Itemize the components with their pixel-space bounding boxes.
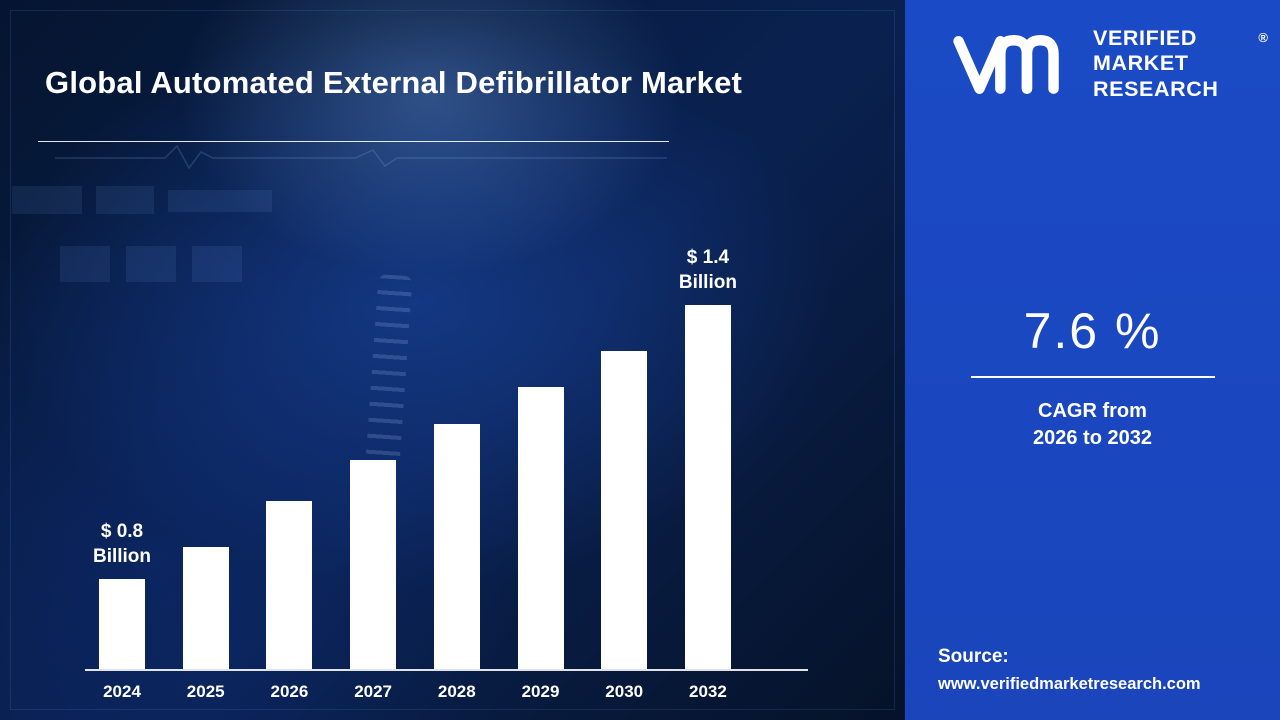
x-axis-label-2030: 2030 bbox=[605, 682, 644, 701]
bar-2032 bbox=[684, 305, 731, 669]
x-axis-label-2026: 2026 bbox=[270, 682, 309, 701]
bar-column-2026 bbox=[266, 501, 313, 669]
cagr-value: 7.6 % bbox=[1023, 303, 1162, 359]
folder-icon bbox=[126, 246, 176, 282]
bar-column-2032: $ 1.4 Billion bbox=[679, 245, 737, 669]
cagr-label-line-1: CAGR from bbox=[1038, 400, 1147, 422]
brand-line-1: VERIFIED bbox=[1093, 26, 1197, 50]
ekg-line-decoration bbox=[55, 144, 667, 170]
title-underline bbox=[38, 141, 669, 142]
bar-2029 bbox=[517, 387, 564, 669]
cagr-label-line-2: 2026 to 2032 bbox=[1033, 427, 1152, 449]
x-axis-label-2027: 2027 bbox=[354, 682, 393, 701]
background-decoration bbox=[96, 186, 154, 214]
folder-icon bbox=[60, 246, 110, 282]
x-axis-label-2032: 2032 bbox=[689, 682, 727, 701]
background-decoration bbox=[168, 190, 272, 212]
background-decoration bbox=[12, 186, 82, 214]
folder-icon bbox=[192, 246, 242, 282]
bar-2030 bbox=[601, 351, 648, 669]
source-block: Source: www.verifiedmarketresearch.com bbox=[938, 646, 1201, 694]
bar-2025 bbox=[182, 547, 229, 669]
vmr-logo-icon bbox=[953, 35, 1059, 94]
bar-2026 bbox=[266, 501, 313, 669]
cagr-divider bbox=[970, 376, 1215, 378]
bar-2028 bbox=[433, 424, 480, 669]
bar-value-annotation: $ 0.8 Billion bbox=[92, 520, 152, 568]
page-title: Global Automated External Defibrillator … bbox=[45, 64, 743, 100]
bar-chart-bars: $ 0.8 Billion $ 1.4 Billion bbox=[85, 223, 745, 669]
x-axis-label-2028: 2028 bbox=[437, 682, 476, 701]
bar-column-2027 bbox=[350, 460, 397, 669]
x-axis-label-2029: 2029 bbox=[521, 682, 560, 701]
bar-chart: $ 0.8 Billion $ 1.4 Billion 2024 2025 2026 202… bbox=[85, 223, 810, 702]
brand-name: VERIFIED MARKET RESEARCH bbox=[1093, 26, 1218, 102]
bar-column-2025 bbox=[182, 547, 229, 669]
x-axis-line bbox=[85, 669, 808, 671]
brand-line-3: RESEARCH bbox=[1093, 76, 1219, 101]
brand-logo: VERIFIED MARKET RESEARCH ® bbox=[905, 0, 1280, 102]
bar-chart-xlabels: 2024 2025 2026 2027 2028 2029 2030 2032 bbox=[85, 671, 745, 702]
info-panel: VERIFIED MARKET RESEARCH ® 7.6 % CAGR fr… bbox=[905, 0, 1280, 720]
chart-section: Global Automated External Defibrillator … bbox=[0, 0, 905, 720]
bar-2024 bbox=[99, 579, 145, 669]
source-label: Source: bbox=[938, 646, 1009, 667]
registered-trademark-icon: ® bbox=[1258, 30, 1268, 45]
brand-line-2: MARKET bbox=[1093, 51, 1189, 76]
bar-2027 bbox=[350, 460, 397, 669]
bar-column-2029 bbox=[517, 387, 564, 669]
source-url[interactable]: www.verifiedmarketresearch.com bbox=[938, 675, 1201, 693]
x-axis-label-2024: 2024 bbox=[103, 682, 141, 701]
cagr-label: CAGR from 2026 to 2032 bbox=[905, 398, 1280, 452]
bar-column-2030 bbox=[601, 351, 648, 669]
x-axis-label-2025: 2025 bbox=[186, 682, 225, 701]
bar-value-annotation: $ 1.4 Billion bbox=[678, 246, 737, 294]
cagr-block: 7.6 % CAGR from 2026 to 2032 bbox=[905, 302, 1280, 452]
bar-column-2024: $ 0.8 Billion bbox=[93, 519, 151, 669]
bar-column-2028 bbox=[433, 424, 480, 669]
